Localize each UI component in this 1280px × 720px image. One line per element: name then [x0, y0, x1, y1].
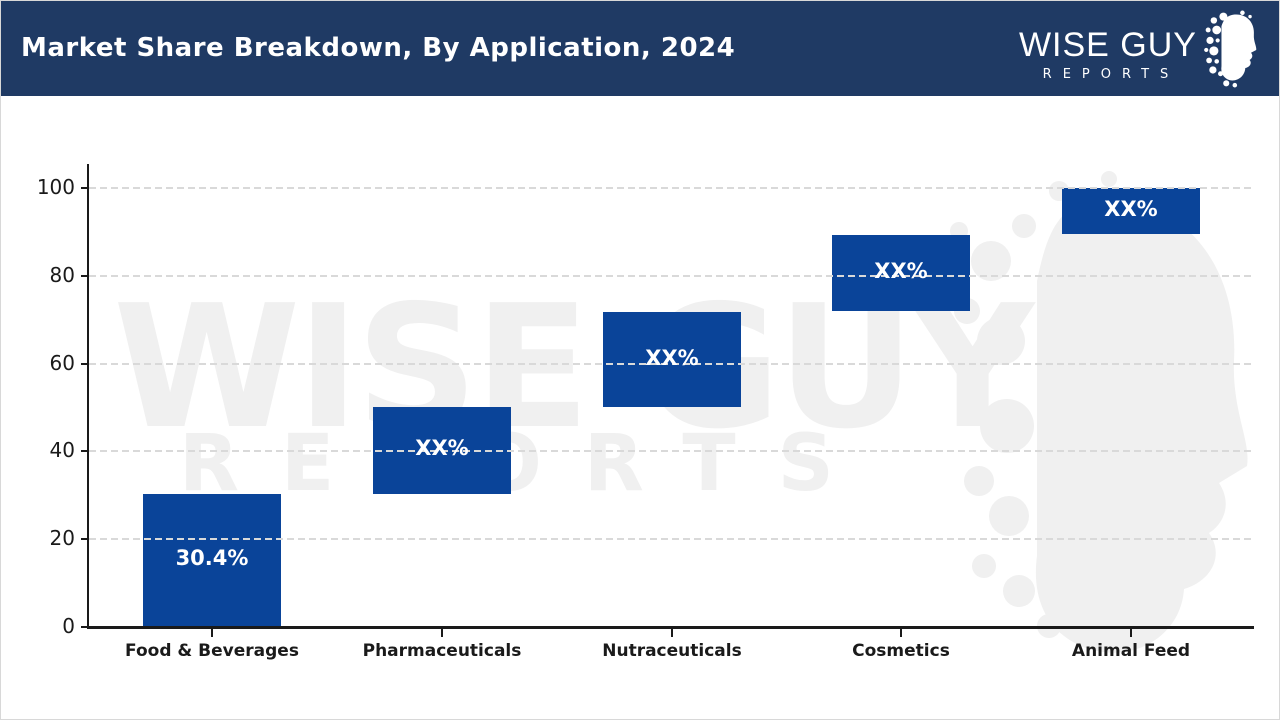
gridline-y80 — [89, 274, 1254, 277]
ytick-mark-100 — [81, 187, 89, 189]
ytick-label-0: 0 — [62, 614, 75, 638]
bar-value-label-animal-feed: XX% — [1104, 197, 1158, 222]
xtick-mark-cosmetics — [900, 629, 902, 637]
xtick-label-food-beverages: Food & Beverages — [125, 641, 299, 661]
ytick-label-100: 100 — [36, 175, 75, 199]
app-header: Market Share Breakdown, By Application, … — [1, 1, 1279, 96]
xtick-mark-nutraceuticals — [671, 629, 673, 637]
xtick-mark-pharmaceuticals — [441, 629, 443, 637]
xtick-label-nutraceuticals: Nutraceuticals — [602, 641, 742, 661]
xtick-label-pharmaceuticals: Pharmaceuticals — [362, 641, 522, 661]
bar-value-label-cosmetics: XX% — [874, 258, 928, 283]
y-axis-line — [87, 164, 89, 629]
x-axis-line — [87, 626, 1254, 629]
bar-value-label-food-beverages: 30.4% — [175, 546, 249, 571]
bar-food-beverages — [143, 493, 281, 627]
ytick-mark-80 — [81, 274, 89, 277]
ytick-label-40: 40 — [49, 438, 75, 463]
brand-subtitle: REPORTS — [1042, 67, 1180, 82]
ytick-label-20: 20 — [49, 526, 75, 551]
xtick-label-cosmetics: Cosmetics — [852, 641, 950, 661]
ytick-label-60: 60 — [49, 350, 75, 375]
brand-logo-text: WISE GUY REPORTS — [1019, 26, 1197, 82]
ytick-mark-20 — [81, 538, 89, 541]
ytick-mark-60 — [81, 362, 89, 365]
bar-value-label-nutraceuticals: XX% — [645, 345, 699, 370]
gridline-y20 — [89, 538, 1254, 541]
xtick-label-animal-feed: Animal Feed — [1071, 641, 1191, 661]
bar-value-label-pharmaceuticals: XX% — [415, 436, 469, 461]
xtick-mark-animal-feed — [1130, 629, 1132, 637]
bar-nutraceuticals — [603, 312, 741, 408]
gridline-y40 — [89, 450, 1254, 453]
page-title: Market Share Breakdown, By Application, … — [21, 33, 736, 63]
bar-pharmaceuticals — [373, 407, 511, 494]
gridline-y60 — [89, 362, 1254, 365]
ytick-mark-0 — [81, 626, 89, 628]
gridline-y100 — [89, 187, 1254, 189]
wiseguy-head-icon — [1204, 10, 1257, 88]
bar-animal-feed — [1062, 188, 1200, 235]
ytick-label-80: 80 — [49, 262, 75, 287]
bar-cosmetics — [832, 234, 970, 311]
xtick-mark-food-beverages — [211, 629, 213, 637]
brand-logo: WISE GUY REPORTS — [1019, 9, 1263, 89]
brand-name: WISE GUY — [1018, 26, 1197, 64]
ytick-mark-40 — [81, 450, 89, 453]
